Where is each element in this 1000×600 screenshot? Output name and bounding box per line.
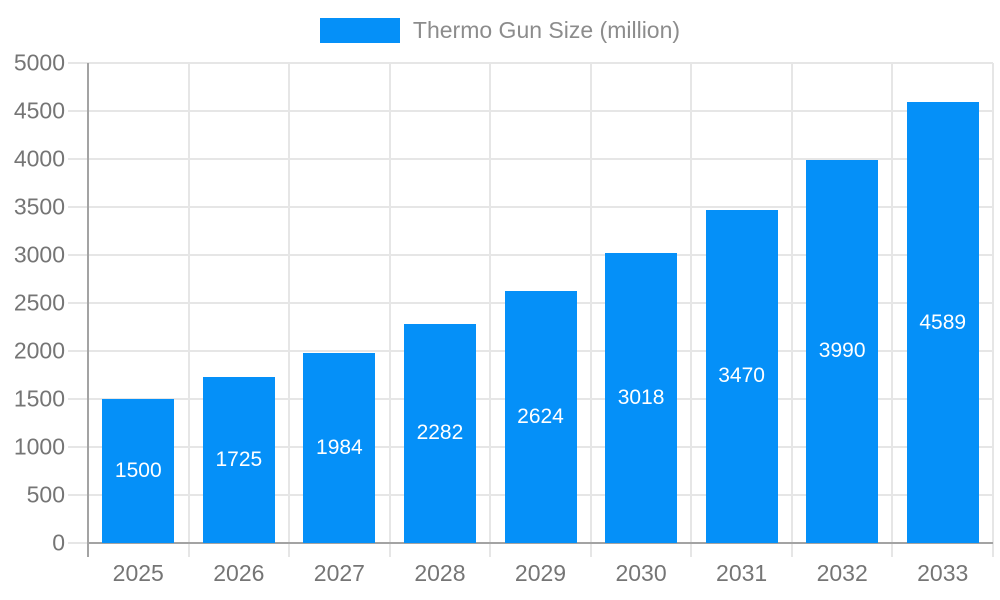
x-axis-tick-mark <box>891 543 894 557</box>
y-axis-tick-label: 500 <box>26 481 65 508</box>
x-axis-tick-label: 2033 <box>917 560 969 586</box>
bar: 3470 <box>705 209 778 543</box>
y-axis-tick-label: 3500 <box>13 193 65 220</box>
y-axis-tick-mark <box>68 110 88 112</box>
grid-line-vertical <box>288 63 291 543</box>
y-axis-tick-mark <box>68 542 88 544</box>
x-axis-tick-mark <box>388 543 391 557</box>
y-axis-tick-mark <box>68 446 88 448</box>
y-axis-tick-label: 5000 <box>13 49 65 76</box>
grid-line-vertical <box>589 63 592 543</box>
legend[interactable]: Thermo Gun Size (million) <box>0 17 1000 43</box>
y-axis-tick-mark <box>68 302 88 304</box>
x-axis-tick-label: 2031 <box>716 560 768 586</box>
bar-value-label: 3018 <box>617 386 665 410</box>
x-axis-tick-mark <box>790 543 793 557</box>
grid-line-vertical <box>992 63 994 543</box>
bar-value-label: 1725 <box>215 448 263 472</box>
y-axis-tick-label: 2000 <box>13 337 65 364</box>
y-axis-tick-mark <box>68 398 88 400</box>
y-axis-tick-label: 4000 <box>13 145 65 172</box>
y-axis-tick-mark <box>68 206 88 208</box>
grid-line-horizontal <box>88 254 993 256</box>
grid-line-vertical <box>489 63 492 543</box>
bar: 1984 <box>303 352 376 543</box>
x-axis-tick-mark <box>288 543 291 557</box>
bar-value-label: 2624 <box>517 405 564 429</box>
y-axis-tick-label: 4500 <box>13 97 65 124</box>
legend-swatch <box>319 17 400 43</box>
y-axis-tick-label: 1500 <box>13 385 65 412</box>
bar: 4589 <box>906 102 979 543</box>
x-axis-tick-label: 2027 <box>313 560 365 586</box>
bar-value-label: 2282 <box>416 421 464 445</box>
bar: 1500 <box>102 399 175 543</box>
y-axis-tick-label: 1000 <box>13 433 65 460</box>
plot-area: 0 500 1000 1500 2000 2500 3000 3500 4000 4500 5000… <box>14 51 994 586</box>
y-axis-tick-mark <box>68 254 88 256</box>
x-axis-tick-label: 2025 <box>112 560 164 586</box>
grid-line-horizontal <box>88 206 993 208</box>
grid-line-horizontal <box>88 158 993 160</box>
bar: 3018 <box>605 253 678 543</box>
y-axis-tick-label: 2500 <box>13 289 65 316</box>
grid-line-vertical <box>790 63 793 543</box>
bar-value-label: 1500 <box>114 459 162 482</box>
y-axis-tick-mark <box>68 62 88 64</box>
x-axis-tick-label: 2030 <box>615 560 667 586</box>
x-axis-tick-mark <box>589 543 592 557</box>
grid-line-vertical <box>891 63 894 543</box>
bar: 1725 <box>202 377 275 543</box>
bar: 2282 <box>403 323 476 543</box>
y-axis-line <box>87 63 89 557</box>
grid-line-vertical <box>187 63 190 543</box>
x-axis-tick-mark <box>187 543 190 557</box>
x-axis-tick-mark <box>992 543 994 557</box>
bar: 3990 <box>806 159 879 543</box>
grid-line-vertical <box>690 63 693 543</box>
y-axis-tick-label: 3000 <box>13 241 65 268</box>
bar-value-label: 4589 <box>919 310 967 334</box>
x-axis-tick-label: 2028 <box>414 560 466 586</box>
bar: 2624 <box>504 291 577 543</box>
y-axis-tick-mark <box>68 158 88 160</box>
grid-line-horizontal <box>88 62 993 64</box>
bar-value-label: 1984 <box>316 435 363 459</box>
x-axis-tick-mark <box>690 543 693 557</box>
legend-label: Thermo Gun Size (million) <box>412 17 681 43</box>
y-axis-tick-mark <box>68 350 88 352</box>
x-axis-line <box>88 542 993 544</box>
grid-line-horizontal <box>88 110 993 112</box>
y-axis-tick-mark <box>68 494 88 496</box>
bar-value-label: 3470 <box>718 364 765 388</box>
x-axis-tick-label: 2029 <box>514 560 567 586</box>
y-axis-tick-label: 0 <box>52 529 65 556</box>
bar-value-label: 3990 <box>818 339 866 363</box>
grid-line-vertical <box>388 63 391 543</box>
x-axis-tick-label: 2032 <box>816 560 868 586</box>
x-axis-tick-mark <box>489 543 492 557</box>
x-axis-tick-label: 2026 <box>213 560 265 586</box>
